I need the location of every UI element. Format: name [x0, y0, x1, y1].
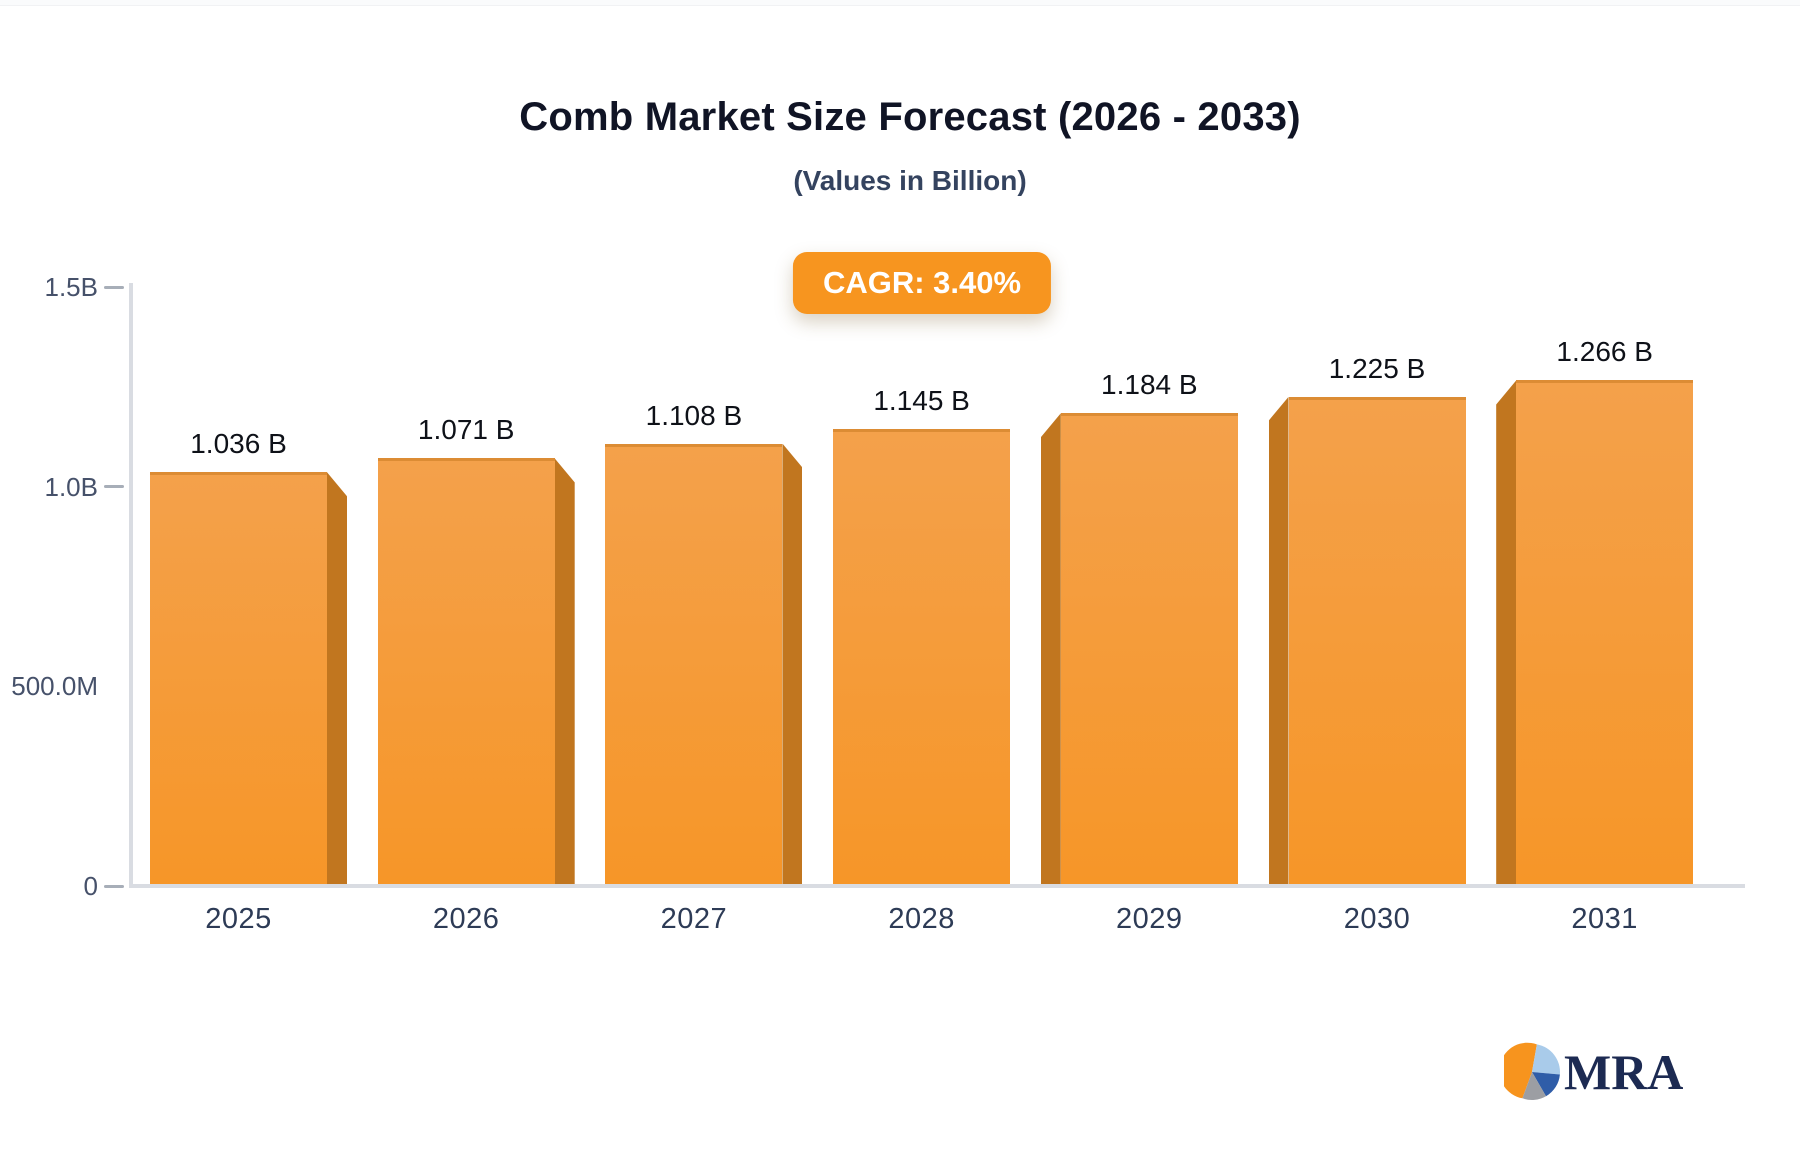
bar-value-label: 1.145 B: [873, 384, 970, 416]
bar-3d-side: [1040, 413, 1061, 885]
y-axis-tick-label: 0: [83, 871, 98, 901]
x-axis-category-label: 2029: [1116, 903, 1183, 935]
bar-value-label: 1.225 B: [1328, 352, 1426, 384]
y-axis-tick-dash: [104, 485, 124, 489]
x-axis-category-label: 2026: [432, 903, 500, 935]
x-axis-category-label: 2030: [1343, 903, 1411, 935]
y-axis-tick-dash: [104, 884, 124, 888]
x-axis-category-label: 2028: [888, 903, 955, 935]
logo-text: MRA: [1564, 1044, 1683, 1100]
bar-3d-side: [1268, 396, 1289, 885]
mra-logo: MRA: [1504, 1042, 1683, 1101]
bar-2026: [377, 458, 555, 885]
y-axis-tick-dash: [104, 285, 124, 289]
y-axis-tick-label: 1.5B: [44, 272, 99, 302]
bar-3d-side: [782, 443, 803, 885]
x-axis-category-label: 2027: [660, 903, 728, 935]
bar-value-label: 1.108 B: [645, 399, 743, 431]
bar-2028: [833, 428, 1011, 885]
bar-value-label: 1.266 B: [1556, 336, 1653, 368]
x-axis-category-label: 2031: [1571, 903, 1638, 935]
logo-pie-gray-slice: [1522, 1072, 1546, 1101]
cagr-badge: CAGR: 3.40%: [792, 252, 1052, 314]
bar-3d-side: [1496, 380, 1517, 885]
bar-3d-side: [327, 472, 347, 885]
chart-subtitle: (Values in Billion): [793, 165, 1027, 196]
bar-value-label: 1.184 B: [1101, 369, 1198, 401]
chart-title: Comb Market Size Forecast (2026 - 2033): [519, 95, 1301, 139]
logo-pie-lightblue-slice: [1532, 1044, 1560, 1075]
bar-2029: [1060, 413, 1238, 885]
logo-pie-blue-slice: [1532, 1072, 1560, 1097]
logo-pie-orange-slice: [1504, 1042, 1537, 1099]
x-axis-category-label: 2025: [205, 903, 272, 935]
x-axis-line: [129, 884, 1745, 888]
bar-2031: [1516, 380, 1694, 885]
bar-2030: [1288, 396, 1466, 885]
bar-2027: [605, 443, 783, 885]
bar-value-label: 1.036 B: [190, 428, 287, 460]
bar-value-label: 1.071 B: [417, 414, 515, 446]
y-axis-tick-label: 500.0M: [11, 671, 98, 702]
bar-3d-side: [554, 458, 575, 885]
page-top-border: [0, 0, 1800, 6]
y-axis-line: [129, 283, 133, 888]
bar-2025: [150, 472, 327, 885]
y-axis-tick-label: 1.0B: [44, 471, 99, 502]
